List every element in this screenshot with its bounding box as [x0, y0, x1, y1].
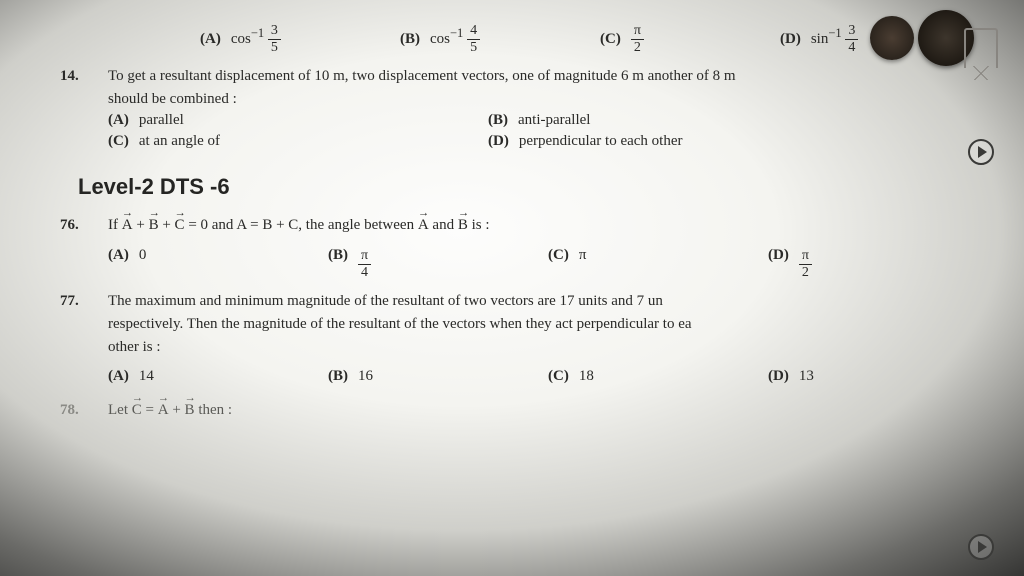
option-label: (A) — [200, 31, 221, 48]
q14-option-d[interactable]: (D) perpendicular to each other — [488, 133, 683, 150]
question-number: 14. — [60, 68, 108, 85]
option-c[interactable]: (C) π2 — [600, 24, 780, 55]
play-icon[interactable] — [968, 534, 994, 560]
option-label: (C) — [600, 31, 621, 48]
question-text: The maximum and minimum magnitude of the… — [108, 290, 994, 360]
q77-options: (A) 14 (B) 16 (C) 18 (D) 13 — [108, 368, 994, 385]
q77-option-d[interactable]: (D) 13 — [768, 368, 814, 385]
q14-option-a[interactable]: (A) parallel — [108, 112, 488, 129]
option-label: (B) — [400, 31, 420, 48]
q76-option-c[interactable]: (C) π — [548, 247, 768, 280]
question-number: 78. — [60, 402, 108, 419]
q76-option-b[interactable]: (B) π4 — [328, 247, 548, 280]
option-a[interactable]: (A) cos−1 35 — [200, 24, 400, 55]
question-78: 78. Let C = A + B then : — [60, 399, 994, 422]
section-heading: Level-2 DTS -6 — [78, 174, 994, 200]
q77-option-b[interactable]: (B) 16 — [328, 368, 548, 385]
option-b[interactable]: (B) cos−1 45 — [400, 24, 600, 55]
question-14: 14. To get a resultant displacement of 1… — [60, 65, 994, 112]
play-icon[interactable] — [968, 139, 994, 165]
q14-option-b[interactable]: (B) anti-parallel — [488, 112, 590, 129]
option-d[interactable]: (D) sin−1 34 — [780, 24, 858, 55]
question-text: If A + B + C = 0 and A = B + C, the angl… — [108, 214, 994, 237]
q77-option-a[interactable]: (A) 14 — [108, 368, 328, 385]
q76-option-d[interactable]: (D) π2 — [768, 247, 812, 280]
question-77: 77. The maximum and minimum magnitude of… — [60, 290, 994, 360]
q76-options: (A) 0 (B) π4 (C) π (D) π2 — [108, 247, 994, 280]
question-text: Let C = A + B then : — [108, 399, 994, 422]
bookmark-icon — [964, 28, 998, 68]
q77-option-c[interactable]: (C) 18 — [548, 368, 768, 385]
option-value: sin−1 34 — [811, 24, 859, 55]
question-text: To get a resultant displacement of 10 m,… — [108, 65, 994, 112]
question-number: 76. — [60, 217, 108, 234]
q76-option-a[interactable]: (A) 0 — [108, 247, 328, 280]
stamp-decor-1 — [870, 16, 914, 60]
option-label: (D) — [780, 31, 801, 48]
option-value: cos−1 45 — [430, 24, 480, 55]
question-number: 77. — [60, 293, 108, 310]
option-value: π2 — [631, 24, 644, 55]
q14-option-c[interactable]: (C) at an angle of — [108, 133, 488, 150]
option-value: cos−1 35 — [231, 24, 281, 55]
question-76: 76. If A + B + C = 0 and A = B + C, the … — [60, 214, 994, 237]
